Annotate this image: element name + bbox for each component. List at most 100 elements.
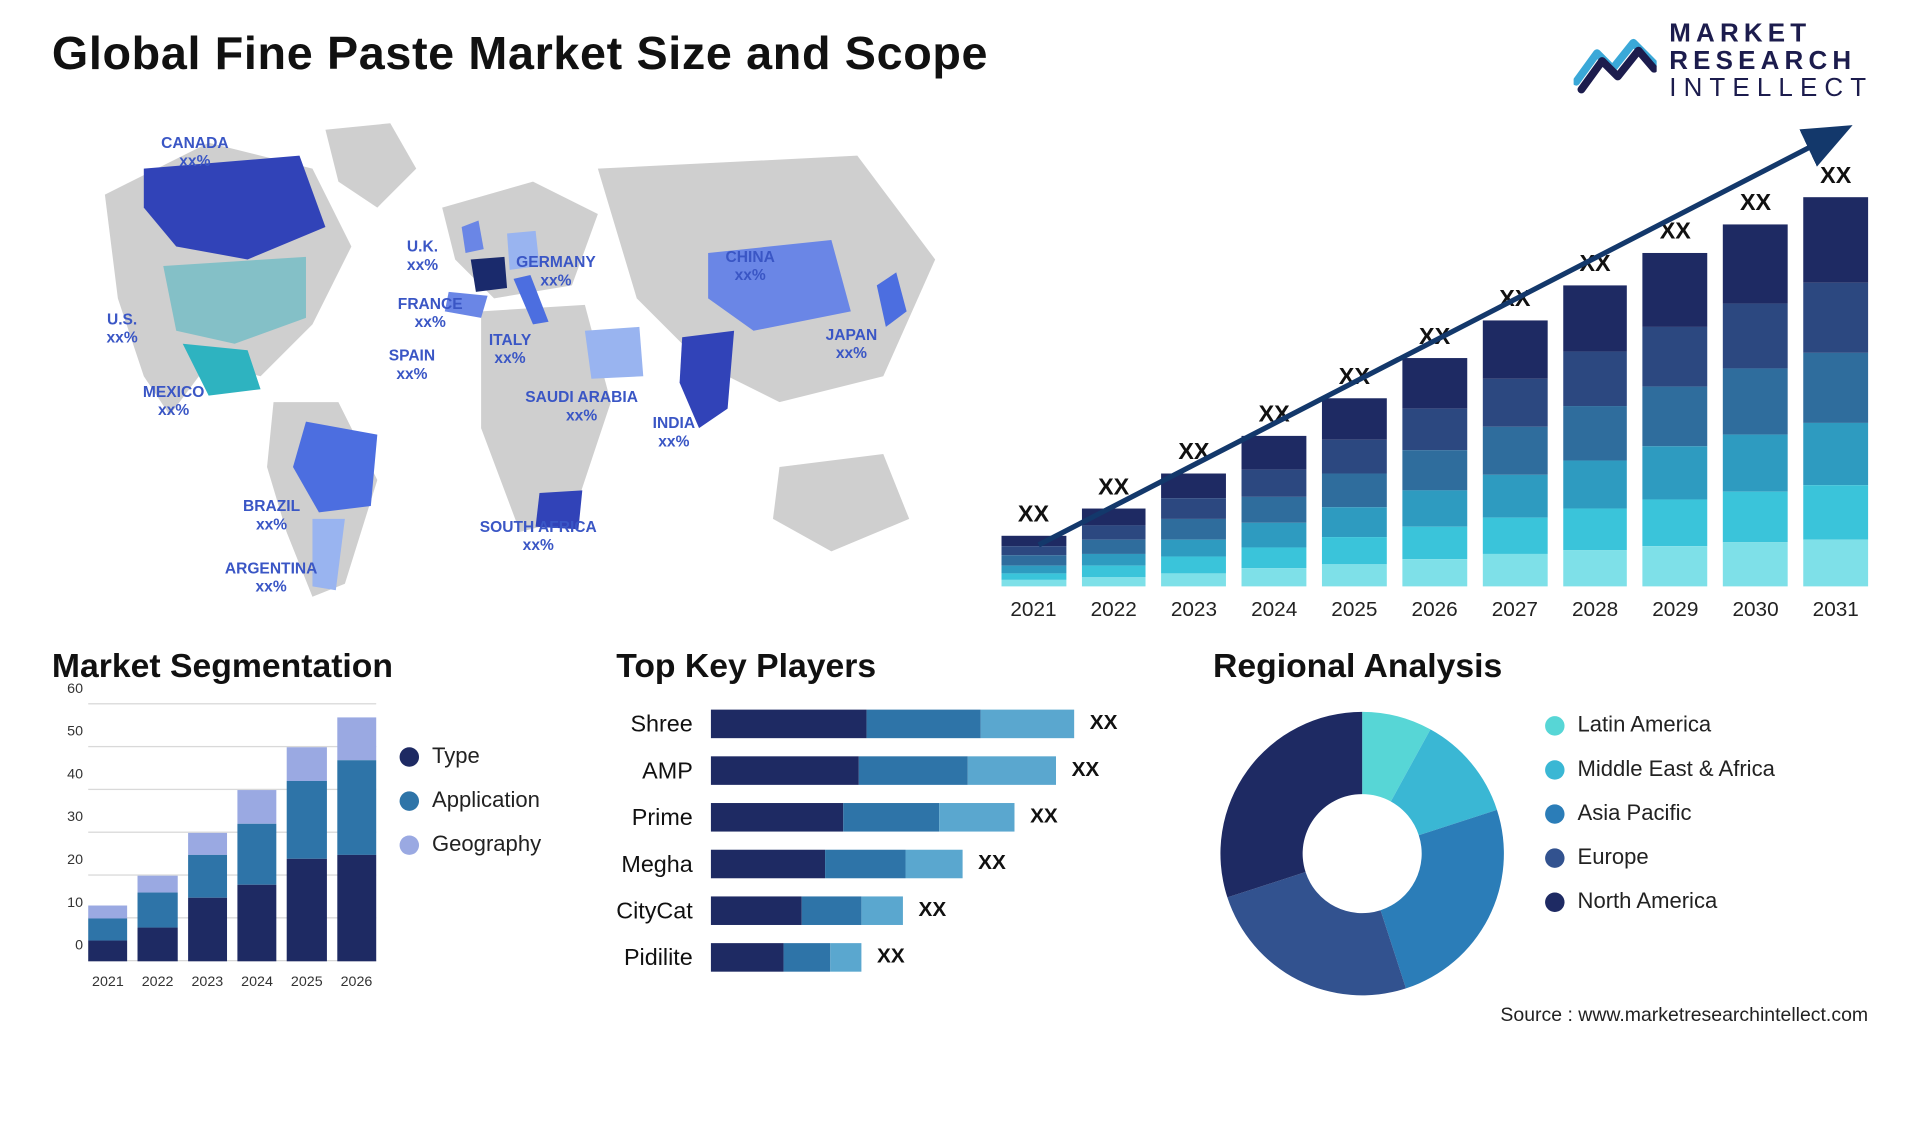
forecast-bar-label: XX — [1660, 219, 1691, 246]
player-label: Megha — [616, 850, 693, 879]
logo-mark-icon — [1573, 29, 1656, 94]
forecast-chart: XXXXXXXXXXXXXXXXXXXXXX 20212022202320242… — [1001, 104, 1868, 623]
segmentation-chart: 0102030405060 202120222023202420252026 — [52, 704, 376, 989]
map-country-label: CANADAxx% — [161, 135, 228, 171]
regional-donut-chart — [1213, 704, 1511, 1002]
map-country-label: GERMANYxx% — [516, 254, 596, 290]
players-panel: Top Key Players ShreeAMPPrimeMeghaCityCa… — [616, 646, 1174, 1003]
brand-logo: MARKET RESEARCH INTELLECT — [1573, 21, 1873, 103]
logo-line3: INTELLECT — [1669, 75, 1873, 102]
forecast-x-tick: 2027 — [1483, 599, 1548, 622]
forecast-bar: XX — [1322, 364, 1387, 587]
forecast-bar-label: XX — [1018, 500, 1049, 527]
map-country-label: ARGENTINAxx% — [225, 560, 318, 596]
forecast-bar-label: XX — [1098, 474, 1129, 501]
forecast-bar: XX — [1162, 439, 1227, 587]
forecast-bar: XX — [1402, 323, 1467, 586]
forecast-bar: XX — [1803, 162, 1868, 586]
forecast-x-tick: 2024 — [1242, 599, 1307, 622]
segmentation-y-tick: 50 — [52, 724, 83, 740]
forecast-x-tick: 2029 — [1643, 599, 1708, 622]
regional-panel: Regional Analysis Latin America Middle Ea… — [1213, 646, 1868, 1003]
player-value-label: XX — [978, 852, 1006, 875]
segmentation-bar — [337, 717, 376, 961]
map-country-label: MEXICOxx% — [143, 384, 204, 420]
forecast-bar: XX — [1723, 189, 1788, 586]
forecast-x-tick: 2031 — [1803, 599, 1868, 622]
legend-item: Latin America — [1545, 712, 1775, 738]
legend-swatch-icon — [1545, 804, 1564, 823]
segmentation-x-tick: 2022 — [138, 974, 177, 990]
legend-label: Latin America — [1578, 712, 1712, 738]
segmentation-legend: TypeApplicationGeography — [400, 704, 542, 989]
player-bar-row: XX — [711, 803, 1126, 832]
donut-slice — [1381, 810, 1504, 989]
source-attribution: Source : www.marketresearchintellect.com — [1500, 1004, 1868, 1026]
player-label: CityCat — [616, 896, 693, 925]
map-country-label: ITALYxx% — [489, 332, 531, 368]
map-country-label: JAPANxx% — [826, 327, 878, 363]
legend-label: Europe — [1578, 845, 1649, 871]
legend-swatch-icon — [1545, 892, 1564, 911]
player-bar-row: XX — [711, 943, 1126, 972]
forecast-bar-label: XX — [1579, 251, 1610, 278]
legend-label: Asia Pacific — [1578, 800, 1692, 826]
player-label: Shree — [616, 710, 693, 739]
player-bar-row: XX — [711, 850, 1126, 879]
segmentation-bar — [287, 747, 326, 961]
legend-swatch-icon — [1545, 715, 1564, 734]
legend-label: North America — [1578, 889, 1718, 915]
legend-item: Application — [400, 787, 542, 813]
forecast-x-tick: 2023 — [1162, 599, 1227, 622]
segmentation-title: Market Segmentation — [52, 646, 577, 686]
forecast-bar: XX — [1001, 500, 1066, 586]
forecast-bar-label: XX — [1820, 162, 1851, 189]
segmentation-x-tick: 2024 — [237, 974, 276, 990]
map-country-label: SPAINxx% — [389, 348, 435, 384]
segmentation-y-tick: 60 — [52, 681, 83, 697]
legend-label: Application — [432, 787, 540, 813]
logo-line1: MARKET — [1669, 21, 1873, 48]
player-bar-row: XX — [711, 896, 1126, 925]
legend-item: Asia Pacific — [1545, 800, 1775, 826]
segmentation-bar — [138, 876, 177, 962]
player-value-label: XX — [1090, 712, 1118, 735]
player-bars: XX XX XX XX XX XX — [711, 704, 1126, 971]
player-value-label: XX — [877, 946, 905, 969]
segmentation-bar — [188, 833, 227, 961]
segmentation-x-tick: 2023 — [188, 974, 227, 990]
regional-legend: Latin America Middle East & Africa Asia Pa… — [1545, 704, 1775, 914]
forecast-bar-label: XX — [1740, 189, 1771, 216]
regional-title: Regional Analysis — [1213, 646, 1868, 686]
map-country-label: BRAZILxx% — [243, 498, 300, 534]
forecast-x-tick: 2021 — [1001, 599, 1066, 622]
logo-line2: RESEARCH — [1669, 48, 1873, 75]
players-title: Top Key Players — [616, 646, 1174, 686]
legend-label: Geography — [432, 832, 541, 858]
forecast-bar: XX — [1242, 401, 1307, 586]
legend-item: Geography — [400, 832, 542, 858]
segmentation-bar — [88, 906, 127, 962]
forecast-x-tick: 2025 — [1322, 599, 1387, 622]
map-country-label: U.K.xx% — [407, 239, 438, 275]
forecast-bar-label: XX — [1178, 439, 1209, 466]
forecast-bar: XX — [1081, 474, 1146, 587]
player-labels: ShreeAMPPrimeMeghaCityCatPidilite — [616, 704, 693, 971]
segmentation-y-tick: 30 — [52, 810, 83, 826]
segmentation-y-tick: 10 — [52, 895, 83, 911]
map-country-label: U.S.xx% — [107, 311, 138, 347]
legend-swatch-icon — [400, 791, 419, 810]
forecast-x-tick: 2022 — [1081, 599, 1146, 622]
segmentation-y-tick: 20 — [52, 852, 83, 868]
player-bar-row: XX — [711, 710, 1126, 739]
forecast-bar: XX — [1643, 219, 1708, 587]
donut-slice — [1227, 872, 1406, 995]
forecast-bar: XX — [1483, 286, 1548, 587]
legend-item: Middle East & Africa — [1545, 756, 1775, 782]
forecast-x-tick: 2026 — [1402, 599, 1467, 622]
donut-slice — [1220, 712, 1362, 898]
player-value-label: XX — [1072, 759, 1100, 782]
map-country-label: SOUTH AFRICAxx% — [480, 519, 597, 555]
segmentation-panel: Market Segmentation 0102030405060 202120… — [52, 646, 577, 1003]
player-value-label: XX — [919, 899, 947, 922]
